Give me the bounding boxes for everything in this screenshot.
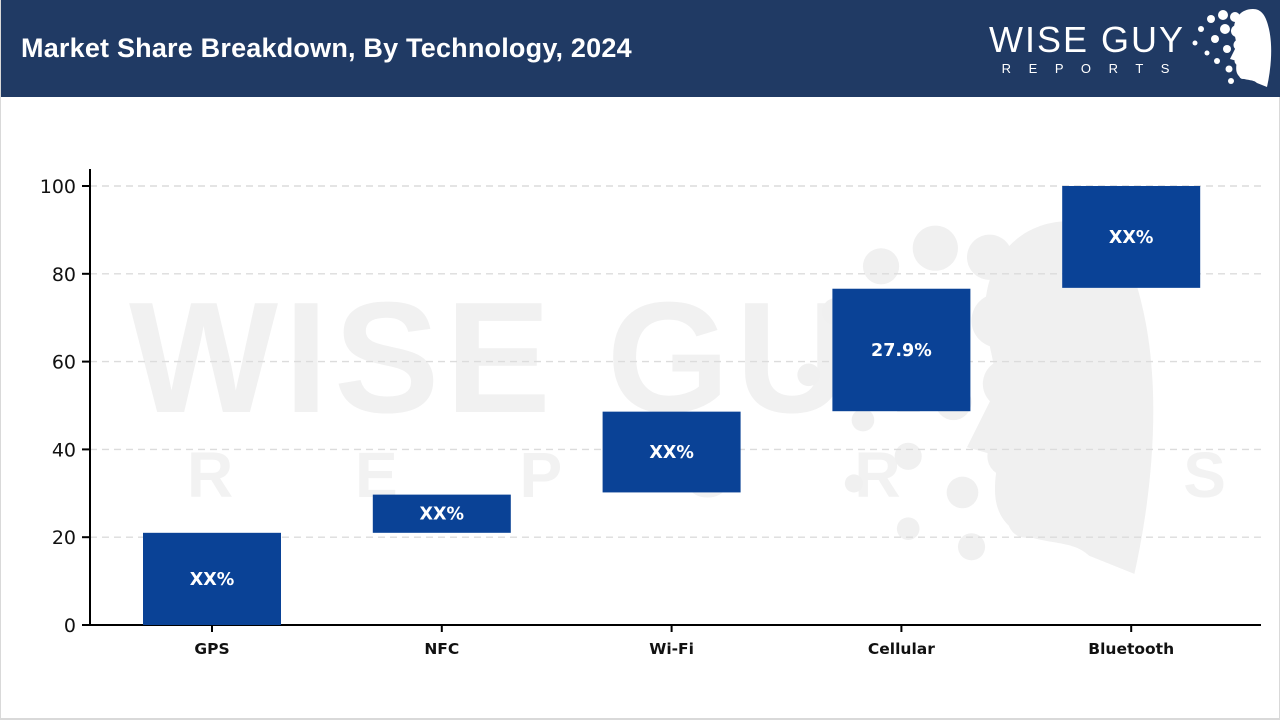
x-tick-label-GPS: GPS [194,640,229,658]
x-tick-label-NFC: NFC [424,640,459,658]
page-title: Market Share Breakdown, By Technology, 2… [21,33,632,63]
brand-tagline: R E P O R T S [1001,60,1177,76]
chart-area: 0 20 40 60 80 100 XX% GPS XX% NFC XX% Wi-Fi 27.9% Cel… [1,97,1280,720]
market-share-chart: 0 20 40 60 80 100 XX% GPS XX% NFC XX% Wi-Fi 27.9% Cel… [40,169,1261,658]
brand-logo: WISE GUY R E P O R T S [989,7,1280,91]
head-profile-icon [1192,8,1272,87]
y-tick-label-60: 60 [52,352,76,374]
y-tick-label-0: 0 [64,615,76,637]
x-tick-label-Wi-Fi: Wi-Fi [649,640,694,658]
bar-GPS [143,532,281,625]
bar-value-label-Bluetooth: XX% [1109,228,1154,248]
x-tick-label-Cellular: Cellular [868,640,935,658]
header-bar: Market Share Breakdown, By Technology, 2… [1,0,1280,97]
x-tick-label-Bluetooth: Bluetooth [1088,640,1174,658]
y-tick-label-80: 80 [52,264,76,286]
y-tick-label-20: 20 [52,527,76,549]
brand-name: WISE GUY [988,18,1185,60]
bar-value-label-Wi-Fi: XX% [649,443,694,463]
y-tick-label-40: 40 [52,439,76,461]
bar-value-label-Cellular: 27.9% [871,341,932,361]
y-tick-label-100: 100 [40,176,76,198]
bar-NFC [372,494,511,533]
brand-text: WISE GUY R E P O R T S [988,18,1185,76]
bar-value-label-NFC: XX% [420,505,465,525]
bar-Wi-Fi [602,411,741,493]
bar-value-label-GPS: XX% [190,570,235,590]
